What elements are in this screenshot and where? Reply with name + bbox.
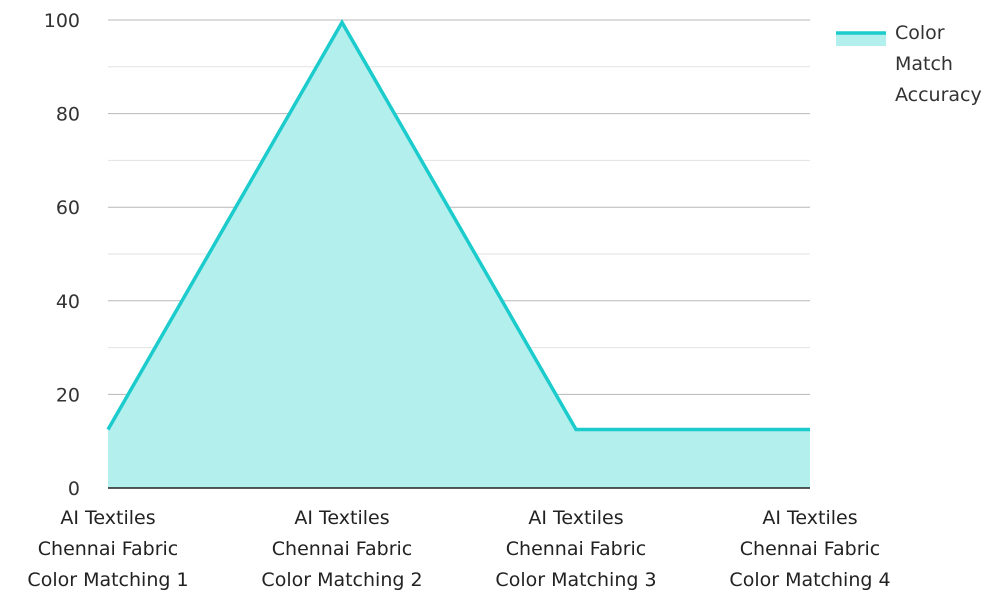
y-tick-label: 100 [44, 10, 80, 32]
legend: Color Match Accuracy [836, 22, 982, 106]
y-tick-label: 20 [56, 384, 80, 406]
y-tick-label: 80 [56, 104, 80, 126]
series-line [106, 18, 810, 432]
x-tick-label: AI Textiles Chennai Fabric Color Matching … [27, 507, 188, 591]
legend-swatch-fill [836, 32, 886, 46]
y-tick-label: 40 [56, 291, 80, 313]
legend-label: Color Match Accuracy [895, 22, 982, 106]
x-tick-label: AI Textiles Chennai Fabric Color Matching … [729, 507, 890, 591]
y-tick-label: 60 [56, 197, 80, 219]
x-axis-tick-labels: AI Textiles Chennai Fabric Color Matching … [27, 507, 890, 591]
series-area-fill [108, 22, 810, 489]
y-tick-label: 0 [68, 478, 80, 500]
x-tick-label: AI Textiles Chennai Fabric Color Matching … [495, 507, 656, 591]
series-layer [106, 18, 811, 489]
x-tick-label: AI Textiles Chennai Fabric Color Matching … [261, 507, 422, 591]
y-axis-tick-labels: 0 20 40 60 80 100 [44, 10, 80, 500]
